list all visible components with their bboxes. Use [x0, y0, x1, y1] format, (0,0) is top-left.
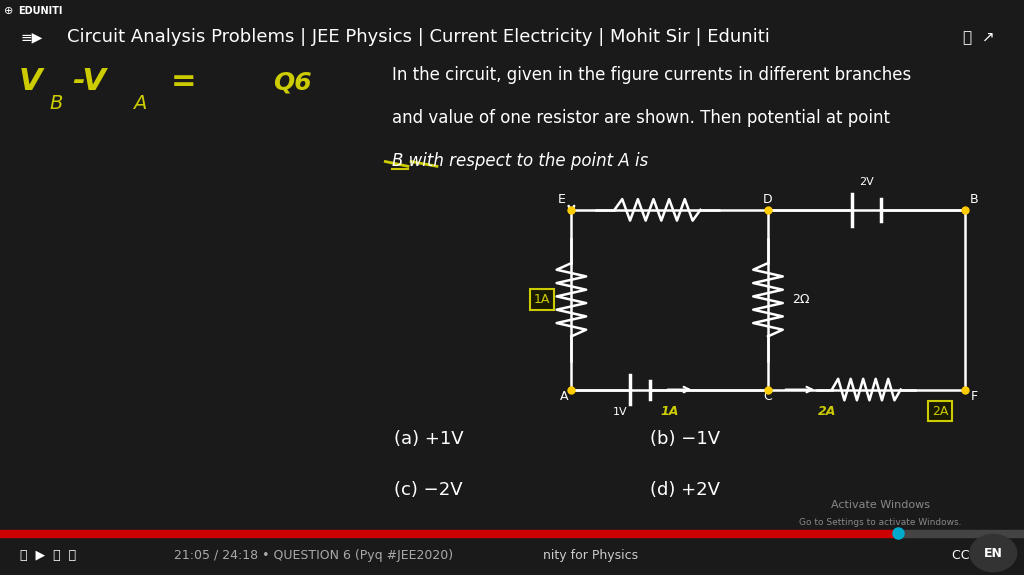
Text: Circuit Analysis Problems | JEE Physics | Current Electricity | Mohit Sir | Edun: Circuit Analysis Problems | JEE Physics … — [67, 28, 769, 47]
Text: -V: -V — [72, 67, 106, 96]
Bar — [898, 530, 1024, 537]
Text: 1A: 1A — [660, 405, 679, 417]
Text: B: B — [970, 193, 979, 206]
Text: (b) −1V: (b) −1V — [650, 430, 720, 447]
Text: ≡▶: ≡▶ — [20, 30, 43, 44]
Text: nity for Physics: nity for Physics — [543, 549, 638, 562]
Text: 21:05 / 24:18 • QUESTION 6 (Pyq #JEE2020): 21:05 / 24:18 • QUESTION 6 (Pyq #JEE2020… — [174, 549, 454, 562]
Text: 1V: 1V — [613, 407, 628, 417]
Text: Go to Settings to activate Windows.: Go to Settings to activate Windows. — [800, 518, 962, 527]
Text: 2A: 2A — [818, 405, 837, 417]
Text: EDUNITI: EDUNITI — [18, 6, 62, 17]
Text: Q6: Q6 — [272, 71, 311, 95]
Text: In the circuit, given in the figure currents in different branches: In the circuit, given in the figure curr… — [392, 66, 911, 84]
Bar — [0, 530, 898, 537]
Text: D: D — [763, 193, 773, 206]
Text: (d) +2V: (d) +2V — [650, 481, 720, 499]
Circle shape — [970, 534, 1017, 572]
Text: A: A — [133, 94, 146, 113]
Text: B with respect to the point A is: B with respect to the point A is — [392, 152, 648, 170]
Text: =: = — [170, 67, 196, 96]
Text: 🕐  ↗: 🕐 ↗ — [963, 30, 994, 45]
Text: EN: EN — [984, 546, 1002, 559]
Text: 1A: 1A — [534, 293, 550, 306]
Text: V: V — [18, 67, 43, 96]
Text: 2Ω: 2Ω — [793, 293, 810, 306]
Text: A: A — [560, 390, 568, 403]
Text: C: C — [764, 390, 772, 403]
Text: (c) −2V: (c) −2V — [394, 481, 463, 499]
Text: 2A: 2A — [932, 405, 948, 417]
Text: F: F — [971, 390, 978, 403]
Text: B: B — [49, 94, 62, 113]
Text: and value of one resistor are shown. Then potential at point: and value of one resistor are shown. The… — [392, 109, 890, 127]
Text: ⏮  ▶  ⏭  🔊: ⏮ ▶ ⏭ 🔊 — [20, 549, 77, 562]
Text: 2V: 2V — [859, 177, 873, 186]
Text: Activate Windows: Activate Windows — [831, 500, 930, 510]
Text: ⊕: ⊕ — [4, 6, 13, 17]
Text: E: E — [558, 193, 565, 206]
Text: (a) +1V: (a) +1V — [394, 430, 464, 447]
Text: CC  ⚙  ⛶: CC ⚙ ⛶ — [952, 549, 1005, 562]
